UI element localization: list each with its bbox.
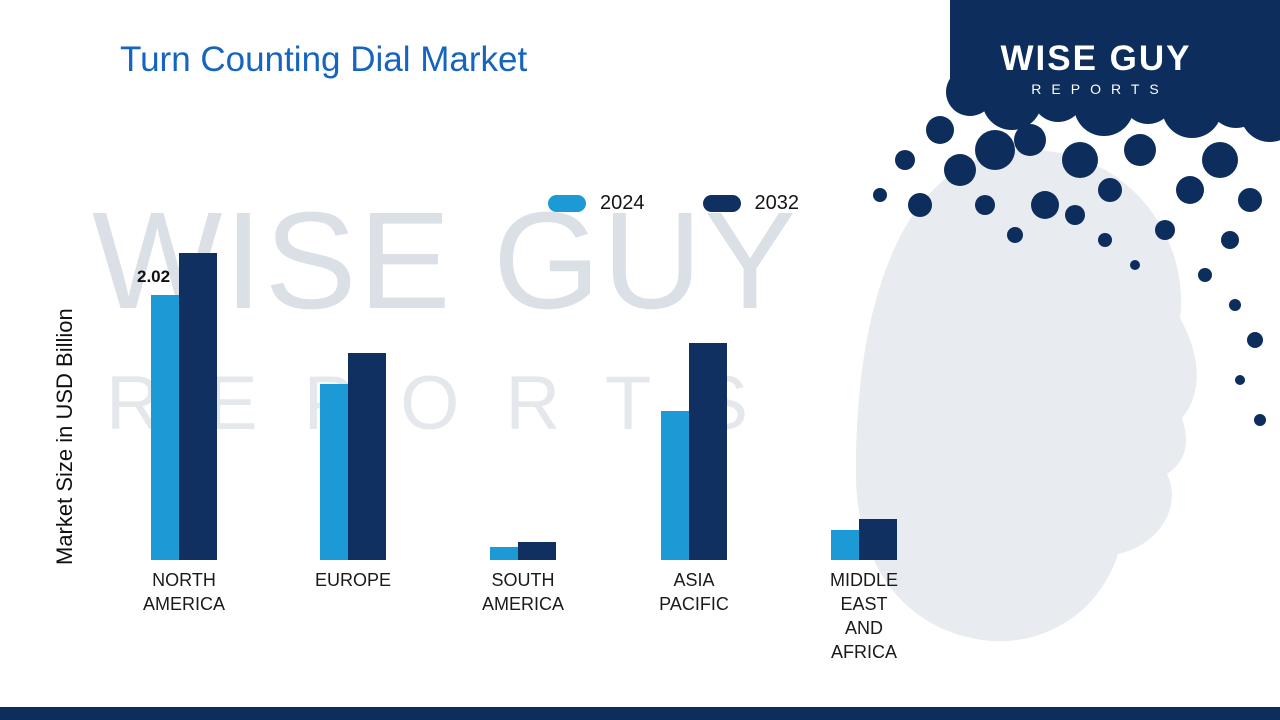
legend-swatch: [702, 195, 741, 212]
legend-label: 2024: [600, 192, 645, 214]
legend-item-2032: 2032: [702, 192, 800, 215]
logo-line1: WISE GUY: [1000, 39, 1192, 78]
bar-group: MIDDLE EAST AND AFRICA: [799, 519, 929, 662]
category-label: SOUTH AMERICA: [481, 570, 564, 614]
logo: WISE GUY REPORTS: [982, 39, 1210, 97]
bar-2032: [859, 519, 897, 560]
footer-bar: [0, 707, 1280, 720]
bar-group: 2.02 NORTH AMERICA: [119, 253, 249, 614]
page-title: Turn Counting Dial Market: [120, 40, 528, 79]
bar-pair: [320, 353, 386, 560]
bar-2032: [689, 343, 727, 560]
bar-2032: [518, 542, 556, 560]
legend: 2024 2032: [548, 192, 799, 215]
bar-pair: [661, 343, 727, 560]
bar-pair: [831, 519, 897, 560]
bar-2024: [661, 411, 689, 560]
category-label: ASIA PACIFIC: [659, 570, 729, 614]
bar-group: ASIA PACIFIC: [629, 343, 759, 614]
bar-2032: [348, 353, 386, 560]
bar-pair: [490, 542, 556, 560]
bar-value-label: 2.02: [137, 267, 171, 286]
legend-item-2024: 2024: [548, 192, 645, 215]
legend-label: 2032: [754, 192, 800, 214]
bar-2024: [151, 295, 179, 560]
category-label: EUROPE: [314, 570, 392, 590]
bar-pair: 2.02: [137, 253, 217, 560]
bar-2024: [490, 547, 518, 560]
bar-group: EUROPE: [288, 353, 418, 590]
bar-2024: [320, 384, 348, 560]
bar-2024: [831, 530, 859, 560]
category-label: MIDDLE EAST AND AFRICA: [829, 570, 898, 662]
bar-2032: [179, 253, 217, 560]
logo-line2: REPORTS: [1031, 80, 1169, 97]
bar-group: SOUTH AMERICA: [458, 542, 588, 614]
legend-swatch: [548, 195, 586, 212]
category-label: NORTH AMERICA: [142, 570, 225, 614]
